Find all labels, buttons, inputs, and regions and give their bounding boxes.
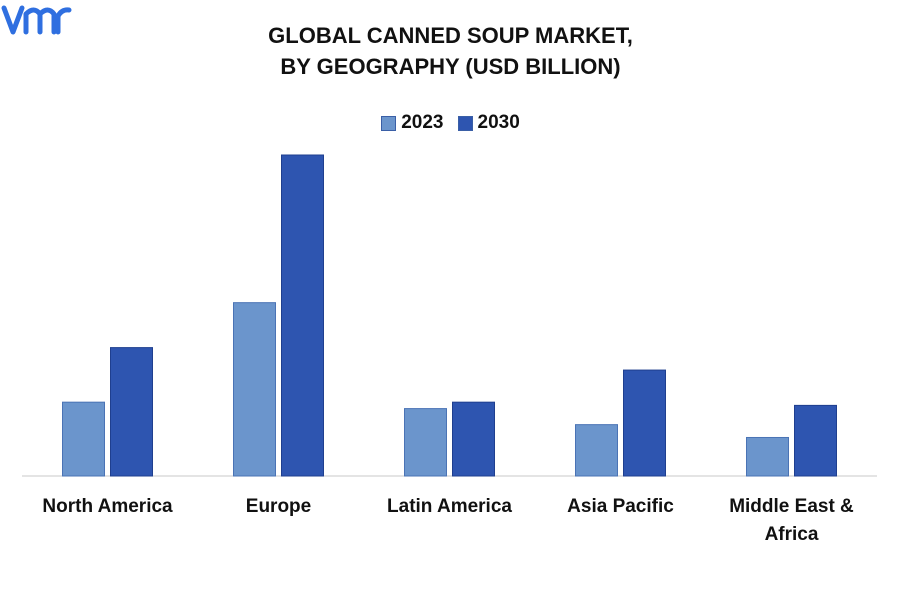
bar-2023-middle-east-africa [746, 436, 789, 477]
bar-2023-latin-america [404, 408, 447, 477]
bar-2030-asia-pacific [623, 369, 666, 477]
category-label-middle-east-africa: Middle East & Africa [729, 496, 854, 545]
bar-2023-asia-pacific [575, 424, 618, 477]
legend-swatch-2030 [457, 115, 473, 131]
category-label-europe: Europe [246, 496, 311, 517]
category-label-north-america: North America [42, 496, 173, 517]
chart-title-line-2: BY GEOGRAPHY (USD BILLION) [280, 54, 621, 79]
bar-2030-europe [281, 154, 324, 477]
bar-2023-north-america [62, 401, 105, 477]
legend-swatch-2023 [381, 115, 397, 131]
legend-label-2030: 2030 [477, 112, 520, 133]
chart-legend: 2023 2030 [0, 112, 901, 134]
category-label-latin-america: Latin America [387, 496, 512, 517]
chart-title-line-1: GLOBAL CANNED SOUP MARKET, [268, 23, 633, 48]
vmr-logo [1, 5, 72, 35]
bar-2030-latin-america [452, 401, 495, 477]
bar-2030-north-america [110, 347, 153, 477]
legend-item-2023: 2023 [381, 112, 444, 134]
legend-label-2023: 2023 [401, 112, 444, 133]
bar-2030-middle-east-africa [794, 404, 837, 477]
category-label-asia-pacific: Asia Pacific [567, 496, 674, 517]
bar-2023-europe [233, 302, 276, 477]
legend-item-2030: 2030 [457, 112, 520, 134]
chart-title: GLOBAL CANNED SOUP MARKET, BY GEOGRAPHY … [0, 20, 901, 82]
